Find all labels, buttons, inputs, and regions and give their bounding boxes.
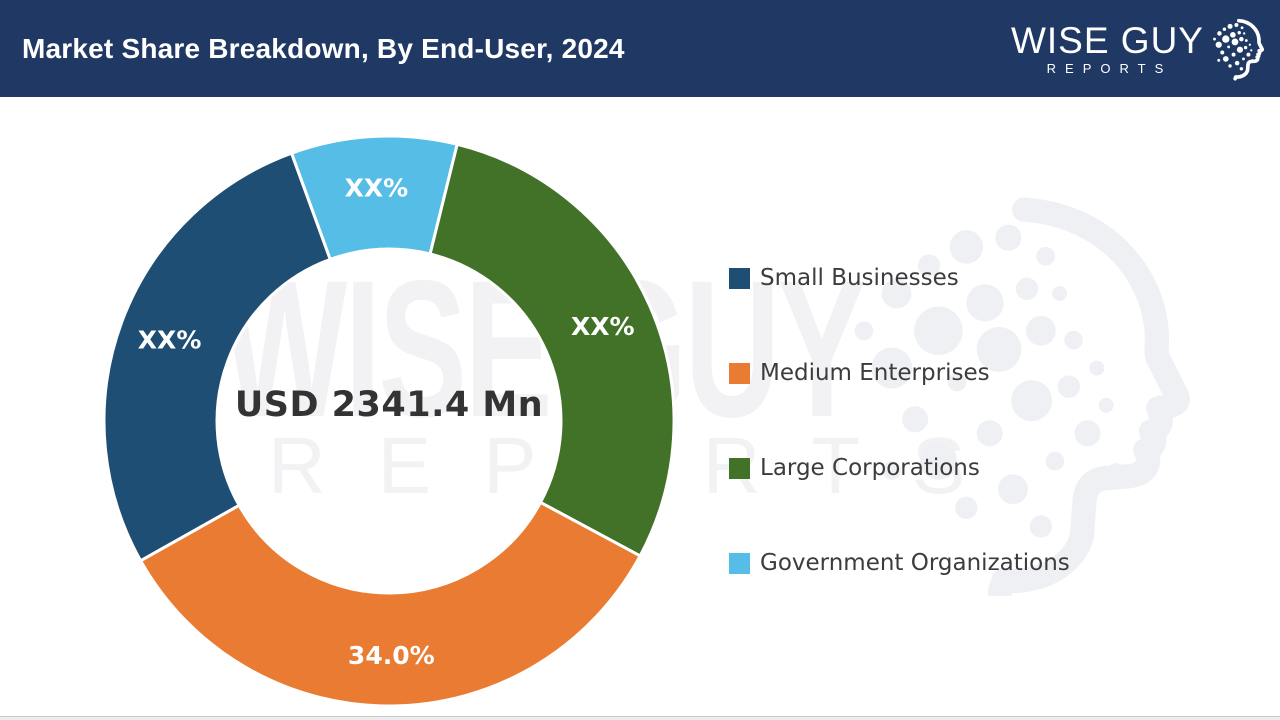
legend-swatch-icon [729,362,750,384]
legend-swatch-icon [729,552,750,574]
slice-value-label: XX% [345,173,409,202]
legend-item-medium-enterprises: Medium Enterprises [729,360,1070,386]
slice-value-label: XX% [571,312,635,341]
donut-slice-large-corporations [428,142,676,558]
legend-label: Medium Enterprises [760,360,990,386]
brand-logo: WISE GUY REPORTS [1011,6,1264,91]
slice-value-label: 34.0% [348,641,435,670]
face-logo-icon [1211,18,1264,81]
legend-item-large-corporations: Large Corporations [729,455,1070,481]
legend-label: Government Organizations [760,550,1070,576]
donut-chart: XX% XX% 34.0% XX% [102,134,676,708]
page-title: Market Share Breakdown, By End-User, 202… [22,32,625,64]
footer-strip [0,716,1280,720]
legend-label: Small Businesses [760,265,959,291]
donut-slice-small-businesses [102,151,332,563]
brand-text: WISE GUY REPORTS [1010,19,1204,76]
legend: Small Businesses Medium Enterprises Larg… [729,265,1070,576]
legend-swatch-icon [729,267,750,289]
brand-subtitle: REPORTS [1046,60,1173,76]
header: Market Share Breakdown, By End-User, 202… [0,0,1280,97]
center-value: USD 2341.4 Mn [234,385,544,425]
legend-swatch-icon [729,457,750,479]
legend-label: Large Corporations [760,455,980,481]
brand-wordmark: WISE GUY [1010,19,1204,61]
donut-slice-medium-enterprises [139,500,642,708]
legend-item-government-organizations: Government Organizations [729,550,1070,576]
legend-item-small-businesses: Small Businesses [729,265,1070,291]
slice-value-label: XX% [138,326,202,355]
